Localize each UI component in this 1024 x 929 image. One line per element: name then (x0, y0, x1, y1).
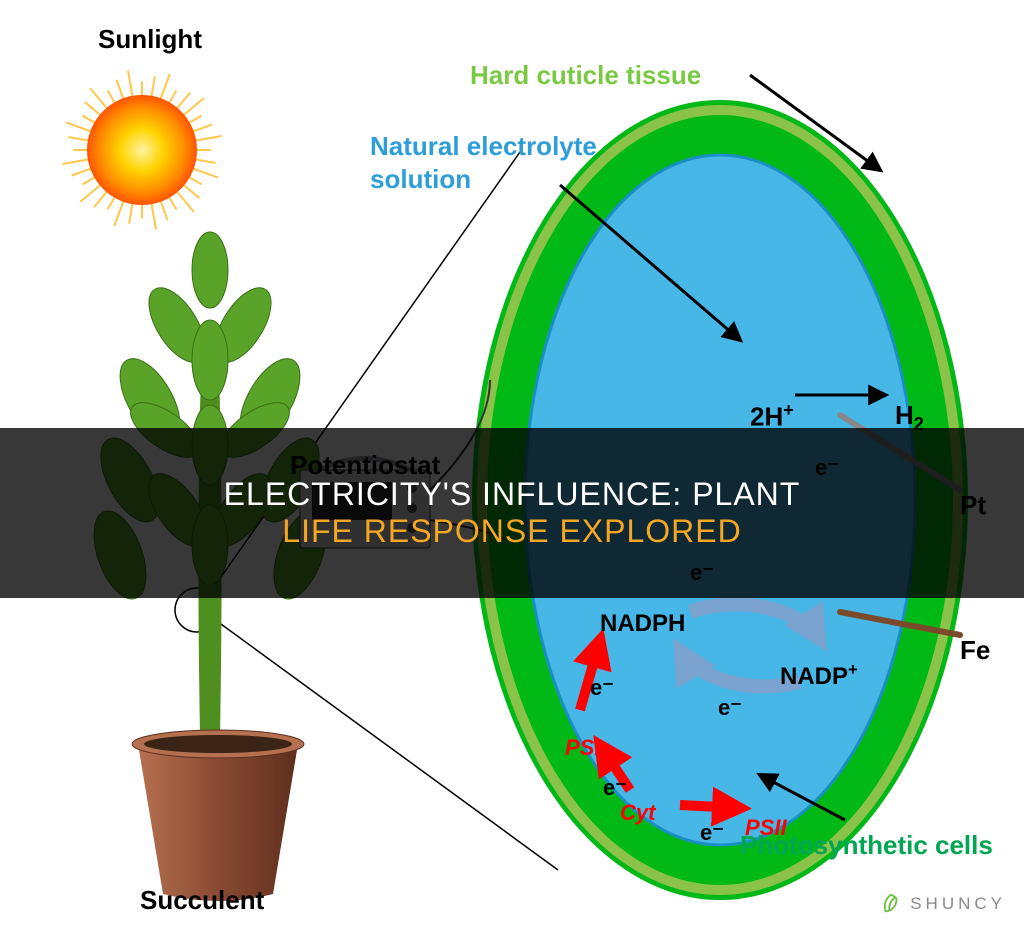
label-sunlight: Sunlight (98, 24, 202, 55)
watermark-text: SHUNCY (910, 894, 1006, 914)
label-psii: PSII (745, 815, 787, 841)
label-cuticle: Hard cuticle tissue (470, 60, 701, 91)
label-psi: PSI (565, 735, 600, 761)
overlay-line2: LIFE RESPONSE EXPLORED (282, 513, 741, 550)
plant-pot (132, 730, 304, 901)
label-electrolyte: Natural electrolyte solution (370, 130, 630, 195)
label-electron-5: e⁻ (603, 775, 627, 801)
leaf-icon (880, 893, 902, 915)
label-electron-4: e⁻ (590, 675, 614, 701)
label-nadph: NADPH (600, 610, 685, 638)
label-nadp-plus: NADP+ (780, 660, 858, 691)
label-succulent: Succulent (140, 885, 264, 916)
overlay-line1: ELECTRICITY'S INFLUENCE: PLANT (224, 476, 801, 513)
arrow-cyt-psii (680, 805, 740, 808)
label-cyt: Cyt (620, 800, 655, 826)
title-overlay: ELECTRICITY'S INFLUENCE: PLANT LIFE RESP… (0, 428, 1024, 598)
watermark: SHUNCY (880, 893, 1006, 915)
label-electron-6: e⁻ (700, 820, 724, 846)
label-fe: Fe (960, 635, 990, 666)
diagram-canvas: Sunlight Succulent Hard cuticle tissue N… (0, 0, 1024, 929)
sun-icon (87, 95, 197, 205)
label-electron-3: e⁻ (718, 695, 742, 721)
